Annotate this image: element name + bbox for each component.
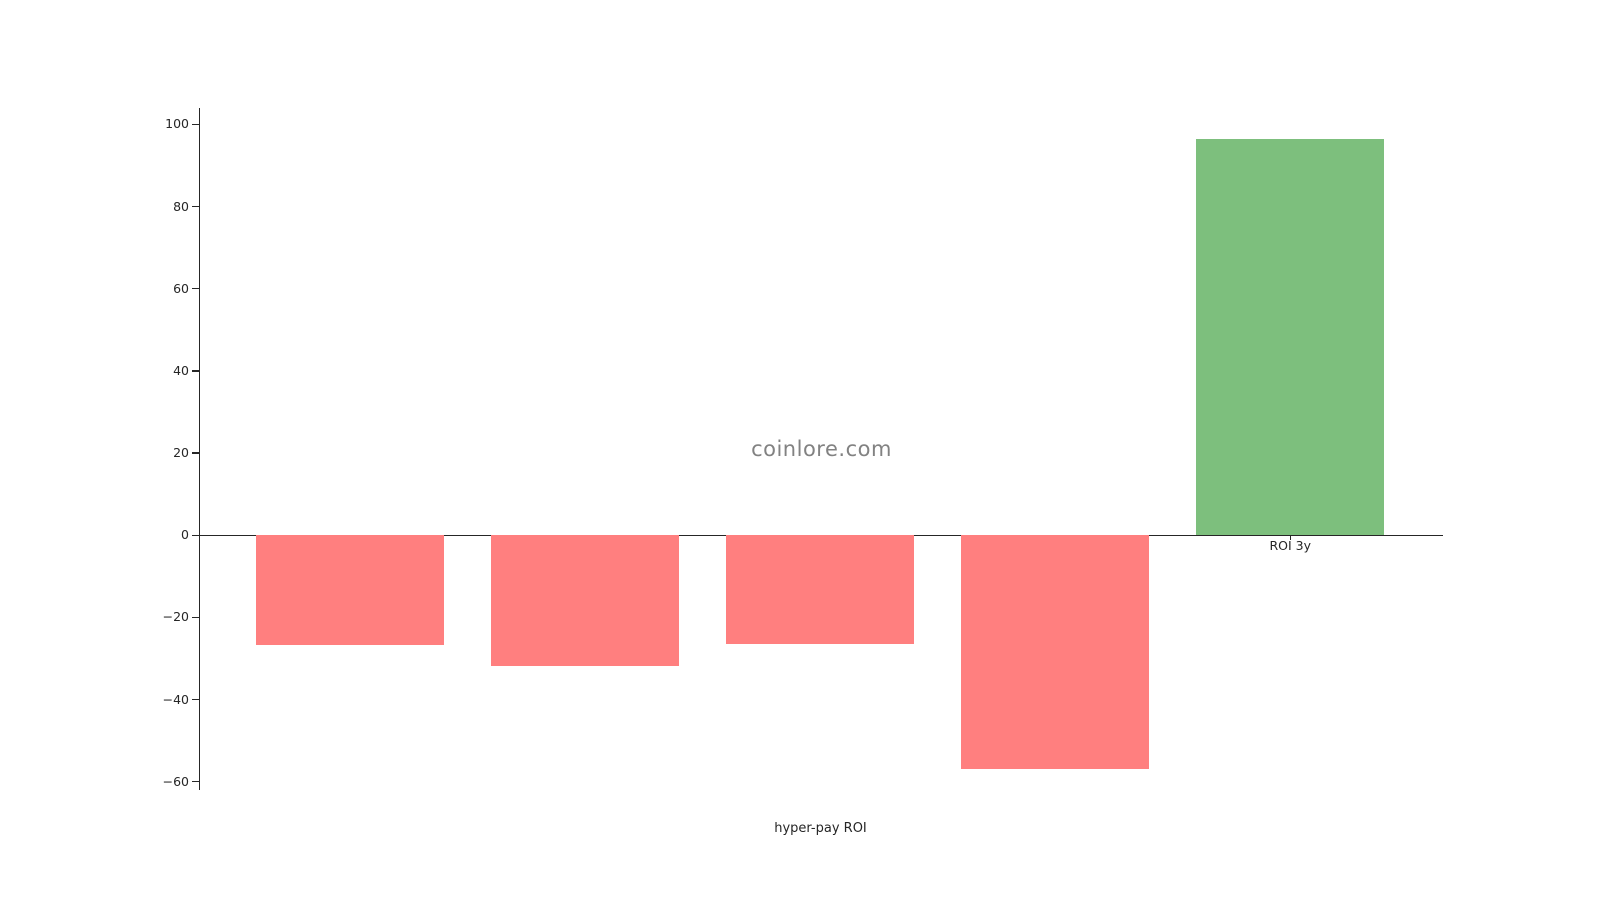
y-tick-label: −60 (162, 773, 189, 789)
bar-ROI 3y (1196, 139, 1385, 536)
plot-area: coinlore.com 100 80 60 40 20 0 −20 −40 −60 ROI 3y (163, 108, 1443, 790)
y-tick-mark (192, 616, 199, 619)
bar-series-1 (256, 535, 445, 645)
y-tick-label: 80 (173, 198, 189, 214)
y-tick-mark (192, 205, 199, 208)
y-tick-label: 40 (173, 362, 189, 378)
y-tick-mark (192, 452, 199, 454)
x-tick-mark (1289, 535, 1291, 541)
y-tick-label: 100 (165, 116, 189, 132)
y-tick-label: 20 (173, 445, 189, 461)
y-tick-mark (192, 698, 199, 701)
bar-series-3 (726, 535, 915, 645)
y-tick-label: −20 (162, 609, 189, 625)
x-axis-zero-line (200, 534, 1443, 536)
y-tick-label: 0 (181, 527, 189, 543)
bar-series-2 (491, 535, 680, 666)
y-tick-mark (192, 534, 199, 536)
y-tick-mark (192, 288, 199, 290)
y-tick-mark (192, 123, 199, 126)
bar-series-4 (961, 535, 1150, 770)
coinlore-watermark: coinlore.com (751, 437, 892, 461)
y-tick-label: −40 (162, 691, 189, 707)
y-tick-mark (192, 781, 199, 783)
x-tick-label: ROI 3y (1269, 538, 1312, 554)
x-axis-label: hyper-pay ROI (774, 821, 867, 836)
y-tick-label: 60 (173, 280, 189, 296)
y-tick-mark (192, 370, 199, 372)
